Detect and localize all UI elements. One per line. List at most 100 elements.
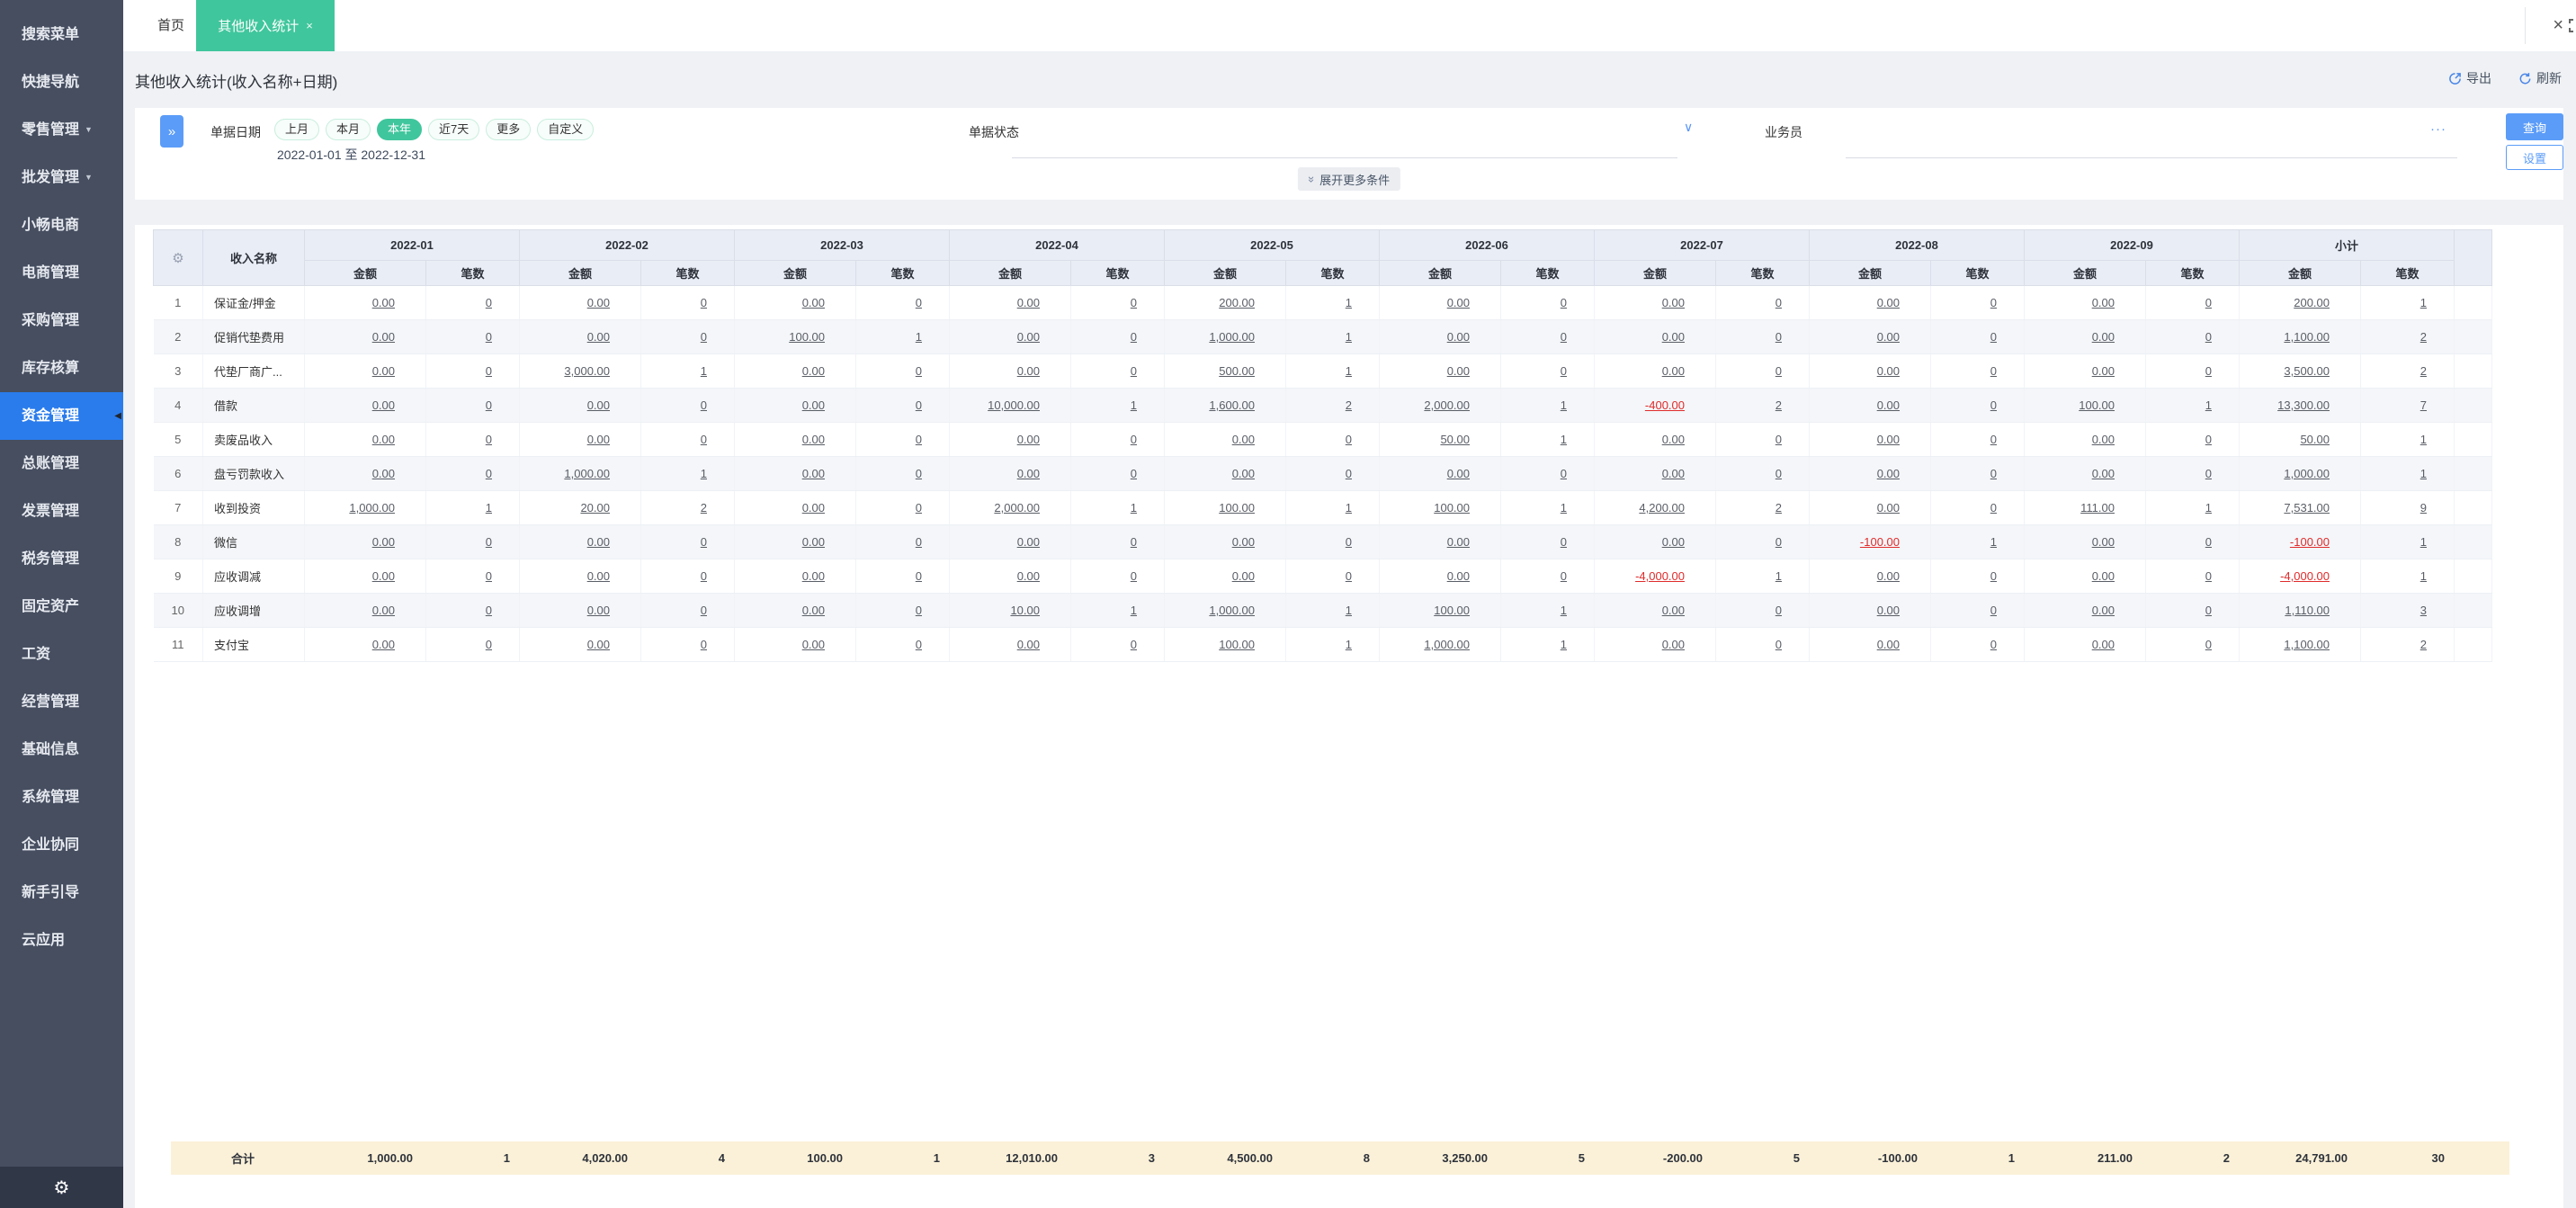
sidebar-item-14[interactable]: 工资: [0, 631, 123, 678]
count-link[interactable]: 1: [700, 467, 707, 480]
amount-link[interactable]: 0.00: [371, 398, 395, 412]
count-link[interactable]: 0: [1345, 433, 1352, 446]
sidebar-item-20[interactable]: 云应用: [0, 917, 123, 964]
amount-link[interactable]: 1,000.00: [349, 501, 395, 515]
count-link[interactable]: 0: [1130, 467, 1137, 480]
amount-link[interactable]: 0.00: [1876, 604, 1900, 617]
amount-link[interactable]: 0.00: [1661, 638, 1685, 651]
amount-link[interactable]: 13,300.00: [2277, 398, 2330, 412]
count-link[interactable]: 1: [915, 330, 922, 344]
amount-link[interactable]: 0.00: [2091, 467, 2115, 480]
amount-link[interactable]: 3,500.00: [2284, 364, 2330, 378]
amount-link[interactable]: 0.00: [1016, 569, 1040, 583]
amount-link[interactable]: 0.00: [2091, 604, 2115, 617]
count-link[interactable]: 2: [2419, 330, 2427, 344]
tab-home[interactable]: 首页: [157, 18, 185, 33]
count-link[interactable]: 0: [485, 330, 492, 344]
count-link[interactable]: 1: [1775, 569, 1782, 583]
count-link[interactable]: 1: [1345, 638, 1352, 651]
count-link[interactable]: 0: [700, 604, 707, 617]
amount-link[interactable]: 0.00: [1446, 569, 1470, 583]
date-pill-5[interactable]: 更多: [486, 119, 532, 140]
amount-link[interactable]: 0.00: [801, 535, 825, 549]
amount-link[interactable]: 0.00: [2091, 433, 2115, 446]
count-link[interactable]: 0: [915, 569, 922, 583]
export-button[interactable]: 导出: [2448, 69, 2491, 87]
count-link[interactable]: 2: [2419, 364, 2427, 378]
count-link[interactable]: 2: [2419, 638, 2427, 651]
amount-link[interactable]: 0.00: [1016, 330, 1040, 344]
count-link[interactable]: 0: [1560, 364, 1567, 378]
tab-close-icon[interactable]: ×: [306, 19, 313, 32]
count-link[interactable]: 0: [485, 398, 492, 412]
count-link[interactable]: 0: [1775, 433, 1782, 446]
amount-link[interactable]: 0.00: [1446, 535, 1470, 549]
date-range-value[interactable]: 2022-01-01 至 2022-12-31: [277, 148, 426, 162]
amount-link[interactable]: 100.00: [789, 330, 825, 344]
sidebar-item-5[interactable]: 小畅电商: [0, 201, 123, 249]
count-link[interactable]: 0: [1990, 604, 1997, 617]
amount-link[interactable]: 0.00: [371, 364, 395, 378]
amount-link[interactable]: 0.00: [801, 501, 825, 515]
amount-link[interactable]: 0.00: [586, 398, 610, 412]
sidebar-item-3[interactable]: 零售管理 ▼: [0, 106, 123, 154]
count-link[interactable]: 0: [1990, 398, 1997, 412]
sidebar-item-17[interactable]: 系统管理: [0, 774, 123, 821]
amount-link[interactable]: 0.00: [1661, 296, 1685, 309]
count-link[interactable]: 0: [1560, 330, 1567, 344]
count-link[interactable]: 0: [1130, 364, 1137, 378]
count-link[interactable]: 1: [1560, 398, 1567, 412]
count-link[interactable]: 0: [485, 467, 492, 480]
amount-link[interactable]: 1,110.00: [2285, 604, 2330, 617]
count-link[interactable]: 0: [1130, 535, 1137, 549]
amount-link[interactable]: 0.00: [1876, 569, 1900, 583]
amount-link[interactable]: 0.00: [801, 296, 825, 309]
amount-link[interactable]: 0.00: [801, 398, 825, 412]
column-settings-header[interactable]: ⚙: [153, 229, 203, 286]
amount-link[interactable]: 0.00: [586, 638, 610, 651]
count-link[interactable]: 0: [2205, 638, 2212, 651]
amount-link[interactable]: 0.00: [801, 638, 825, 651]
count-link[interactable]: 1: [1345, 364, 1352, 378]
count-link[interactable]: 1: [1560, 604, 1567, 617]
count-link[interactable]: 1: [485, 501, 492, 515]
amount-link[interactable]: 0.00: [2091, 330, 2115, 344]
amount-link[interactable]: 0.00: [2091, 296, 2115, 309]
count-link[interactable]: 0: [1990, 296, 1997, 309]
count-link[interactable]: 0: [485, 569, 492, 583]
amount-link[interactable]: 0.00: [1016, 467, 1040, 480]
sidebar-item-6[interactable]: 电商管理: [0, 249, 123, 297]
count-link[interactable]: 0: [2205, 330, 2212, 344]
count-link[interactable]: 0: [2205, 433, 2212, 446]
amount-link[interactable]: 0.00: [1876, 638, 1900, 651]
collapse-panel-button[interactable]: »: [160, 115, 183, 148]
count-link[interactable]: 0: [915, 638, 922, 651]
sidebar-item-15[interactable]: 经营管理: [0, 678, 123, 726]
count-link[interactable]: 1: [1345, 604, 1352, 617]
amount-link[interactable]: 0.00: [1661, 433, 1685, 446]
gear-icon[interactable]: ⚙: [53, 1177, 70, 1198]
count-link[interactable]: 1: [2419, 569, 2427, 583]
count-link[interactable]: 0: [700, 433, 707, 446]
sidebar-item-11[interactable]: 发票管理: [0, 488, 123, 535]
sidebar-item-9[interactable]: 资金管理 ◀: [0, 392, 123, 440]
amount-link[interactable]: 0.00: [1446, 330, 1470, 344]
amount-link[interactable]: 2,000.00: [994, 501, 1040, 515]
amount-link[interactable]: 0.00: [2091, 535, 2115, 549]
sidebar-item-7[interactable]: 采购管理: [0, 297, 123, 345]
sidebar-footer[interactable]: ⚙: [0, 1167, 123, 1208]
count-link[interactable]: 0: [2205, 364, 2212, 378]
count-link[interactable]: 0: [700, 535, 707, 549]
sidebar-item-13[interactable]: 固定资产: [0, 583, 123, 631]
count-link[interactable]: 0: [1990, 638, 1997, 651]
amount-link[interactable]: 0.00: [1016, 433, 1040, 446]
count-link[interactable]: 2: [1775, 501, 1782, 515]
sidebar-item-12[interactable]: 税务管理: [0, 535, 123, 583]
count-link[interactable]: 7: [2419, 398, 2427, 412]
count-link[interactable]: 0: [700, 398, 707, 412]
count-link[interactable]: 1: [1990, 535, 1997, 549]
ellipsis-picker-icon[interactable]: ···: [2430, 121, 2446, 137]
amount-link[interactable]: 0.00: [1231, 535, 1255, 549]
count-link[interactable]: 0: [1775, 330, 1782, 344]
count-link[interactable]: 0: [1130, 296, 1137, 309]
